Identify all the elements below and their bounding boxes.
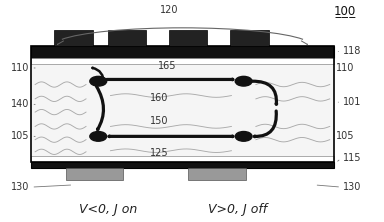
Circle shape — [90, 131, 107, 141]
Text: 110: 110 — [336, 63, 354, 73]
Text: 165: 165 — [158, 61, 176, 71]
Text: 130: 130 — [11, 182, 30, 192]
Text: 125: 125 — [150, 148, 169, 158]
Bar — [108, 30, 146, 46]
Bar — [169, 30, 207, 46]
Bar — [230, 30, 268, 46]
Bar — [31, 58, 334, 63]
Bar — [54, 30, 93, 46]
Text: 130: 130 — [343, 182, 361, 192]
Bar — [31, 156, 334, 162]
Text: 1̲0̲0̲: 1̲0̲0̲ — [334, 4, 356, 17]
Text: 120: 120 — [160, 4, 178, 14]
Text: 105: 105 — [11, 131, 30, 141]
Text: 160: 160 — [150, 93, 169, 103]
Text: 101: 101 — [343, 97, 361, 107]
Text: 140: 140 — [11, 99, 30, 109]
Text: 118: 118 — [343, 46, 361, 56]
Bar — [31, 58, 334, 156]
Circle shape — [90, 76, 107, 86]
Bar — [31, 46, 334, 58]
Text: 110: 110 — [11, 63, 30, 73]
Circle shape — [235, 131, 252, 141]
Bar — [66, 168, 123, 180]
Text: 150: 150 — [150, 116, 169, 126]
Circle shape — [235, 76, 252, 86]
Bar — [31, 46, 334, 162]
Text: 105: 105 — [336, 131, 354, 141]
Text: V<0, J on: V<0, J on — [79, 203, 137, 216]
Text: 115: 115 — [343, 153, 362, 163]
Bar — [188, 168, 245, 180]
Text: V>0, J off: V>0, J off — [209, 203, 268, 216]
Bar — [31, 162, 334, 168]
